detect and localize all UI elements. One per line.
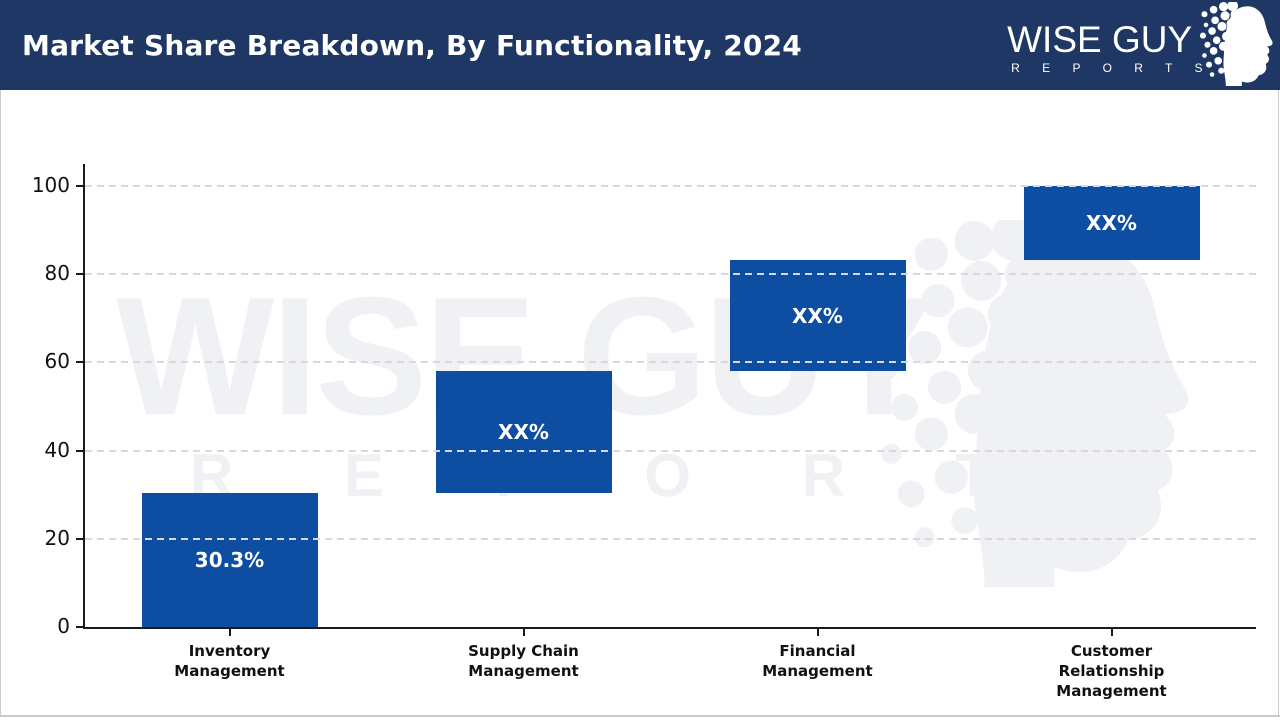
y-tick-mark [76, 537, 83, 540]
y-tick-mark [76, 273, 83, 276]
x-category-label-line: Inventory [188, 642, 271, 660]
x-category-label: Supply Chain Management [404, 641, 644, 681]
gridline [85, 185, 1256, 187]
x-tick-mark [816, 629, 819, 636]
x-category-label-line: Customer [1070, 642, 1153, 660]
x-category-label-line: Relationship [1058, 662, 1165, 680]
bar-value-label: XX% [498, 420, 549, 445]
gridline [85, 273, 1256, 276]
bar [435, 371, 612, 494]
y-axis-line [83, 164, 85, 629]
page-title: Market Share Breakdown, By Functionality… [22, 28, 802, 62]
wiseguy-logo: WISE GUY R E P O R T S [1007, 2, 1274, 86]
x-category-label-line: Supply Chain [468, 642, 579, 660]
y-tick-label: 20 [44, 525, 70, 550]
x-category-label-line: Management [174, 662, 285, 680]
x-axis-line [83, 627, 1256, 629]
x-category-label-line: Management [1056, 682, 1167, 700]
logo-brand-subtitle: R E P O R T S [1011, 61, 1212, 75]
y-tick-label: 80 [44, 261, 70, 286]
watermark-head-icon [871, 220, 1189, 588]
x-tick-mark [1110, 629, 1113, 636]
x-category-label: Financial Management [698, 641, 938, 681]
x-category-label-line: Financial [779, 642, 856, 660]
bar-value-label: XX% [1086, 211, 1137, 236]
y-tick-mark [76, 361, 83, 364]
x-category-label-line: Management [468, 662, 579, 680]
bar-value-label: 30.3% [194, 548, 265, 573]
header: Market Share Breakdown, By Functionality… [0, 0, 1280, 90]
x-category-label-line: Management [762, 662, 873, 680]
y-tick-label: 100 [31, 173, 70, 197]
y-tick-mark [76, 626, 83, 628]
gridline [85, 361, 1256, 364]
x-tick-mark [228, 629, 231, 636]
x-category-label: Inventory Management [110, 641, 350, 681]
page-border-bottom [0, 715, 1280, 717]
bar [1023, 186, 1200, 261]
y-tick-label: 40 [44, 437, 70, 462]
wiseguy-logo-text: WISE GUY R E P O R T S [1007, 21, 1212, 75]
page-border-right [1278, 90, 1279, 717]
bar [729, 260, 906, 372]
bar-value-label: XX% [792, 303, 843, 328]
x-tick-mark [522, 629, 525, 636]
y-tick-mark [76, 449, 83, 452]
x-category-label: Customer Relationship Management [992, 641, 1232, 701]
gridline [85, 449, 1256, 452]
y-tick-label: 60 [44, 349, 70, 374]
bar [141, 493, 318, 627]
y-tick-mark [76, 185, 83, 187]
logo-brand-name: WISE GUY [1007, 19, 1193, 60]
page-border-left [0, 90, 1, 717]
gridline [85, 537, 1256, 540]
wiseguy-head-icon [1199, 2, 1273, 86]
y-tick-label: 0 [57, 614, 70, 638]
